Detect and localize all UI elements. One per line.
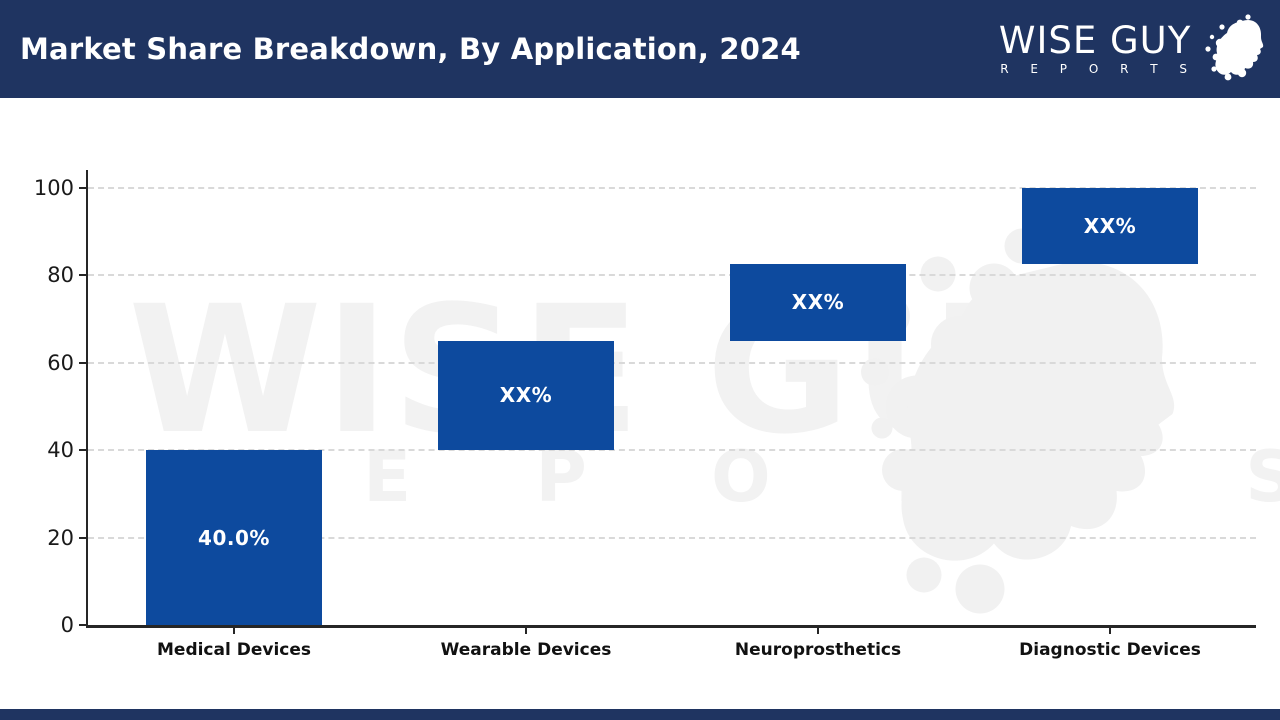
- y-tick-label: 100: [33, 175, 74, 200]
- x-axis-label: Wearable Devices: [440, 640, 612, 660]
- y-tick-mark: [79, 449, 88, 451]
- y-axis-spine: [86, 170, 88, 627]
- x-axis-label: Diagnostic Devices: [1019, 640, 1201, 660]
- y-tick-mark: [79, 361, 88, 364]
- bar: 40.0%: [146, 450, 322, 625]
- gridline: [88, 274, 1256, 276]
- brand-subname: R E P O R T S: [1000, 62, 1196, 76]
- gridline: [88, 449, 1256, 451]
- x-tick-mark: [817, 625, 819, 634]
- y-tick-label: 60: [47, 350, 74, 375]
- gridline: [88, 361, 1256, 364]
- footer-band: [0, 709, 1280, 720]
- brand-logo-text: WISE GUY R E P O R T S: [994, 22, 1196, 76]
- chart-title: Market Share Breakdown, By Application, …: [20, 32, 801, 66]
- brand-logo: WISE GUY R E P O R T S: [994, 0, 1264, 98]
- y-tick-label: 40: [47, 438, 74, 462]
- x-tick-mark: [233, 625, 235, 634]
- y-tick-mark: [79, 274, 88, 276]
- bar-value-label: XX%: [791, 290, 845, 315]
- x-tick-mark: [525, 625, 527, 634]
- x-axis-spine: [86, 625, 1256, 628]
- x-axis-label: Medical Devices: [156, 640, 312, 660]
- y-tick-label: 20: [47, 525, 74, 550]
- y-tick-mark: [79, 624, 88, 626]
- bar-value-label: XX%: [499, 383, 553, 408]
- x-axis-label: Neuroprosthetics: [734, 640, 902, 660]
- bar-value-label: 40.0%: [198, 525, 270, 550]
- brand-head-icon: [1205, 14, 1264, 81]
- bar-value-label: XX%: [1083, 213, 1137, 238]
- brand-name: WISE GUY: [998, 19, 1192, 62]
- y-tick-label: 80: [47, 263, 74, 287]
- bar: XX%: [730, 264, 906, 341]
- y-tick-mark: [79, 186, 88, 189]
- y-tick-mark: [79, 536, 88, 539]
- header-band: Market Share Breakdown, By Application, …: [0, 0, 1280, 98]
- bar: XX%: [1022, 187, 1198, 265]
- x-tick-mark: [1109, 625, 1111, 634]
- gridline: [88, 186, 1256, 189]
- gridline: [88, 536, 1256, 539]
- y-tick-label: 0: [60, 613, 74, 637]
- bar: XX%: [438, 340, 614, 450]
